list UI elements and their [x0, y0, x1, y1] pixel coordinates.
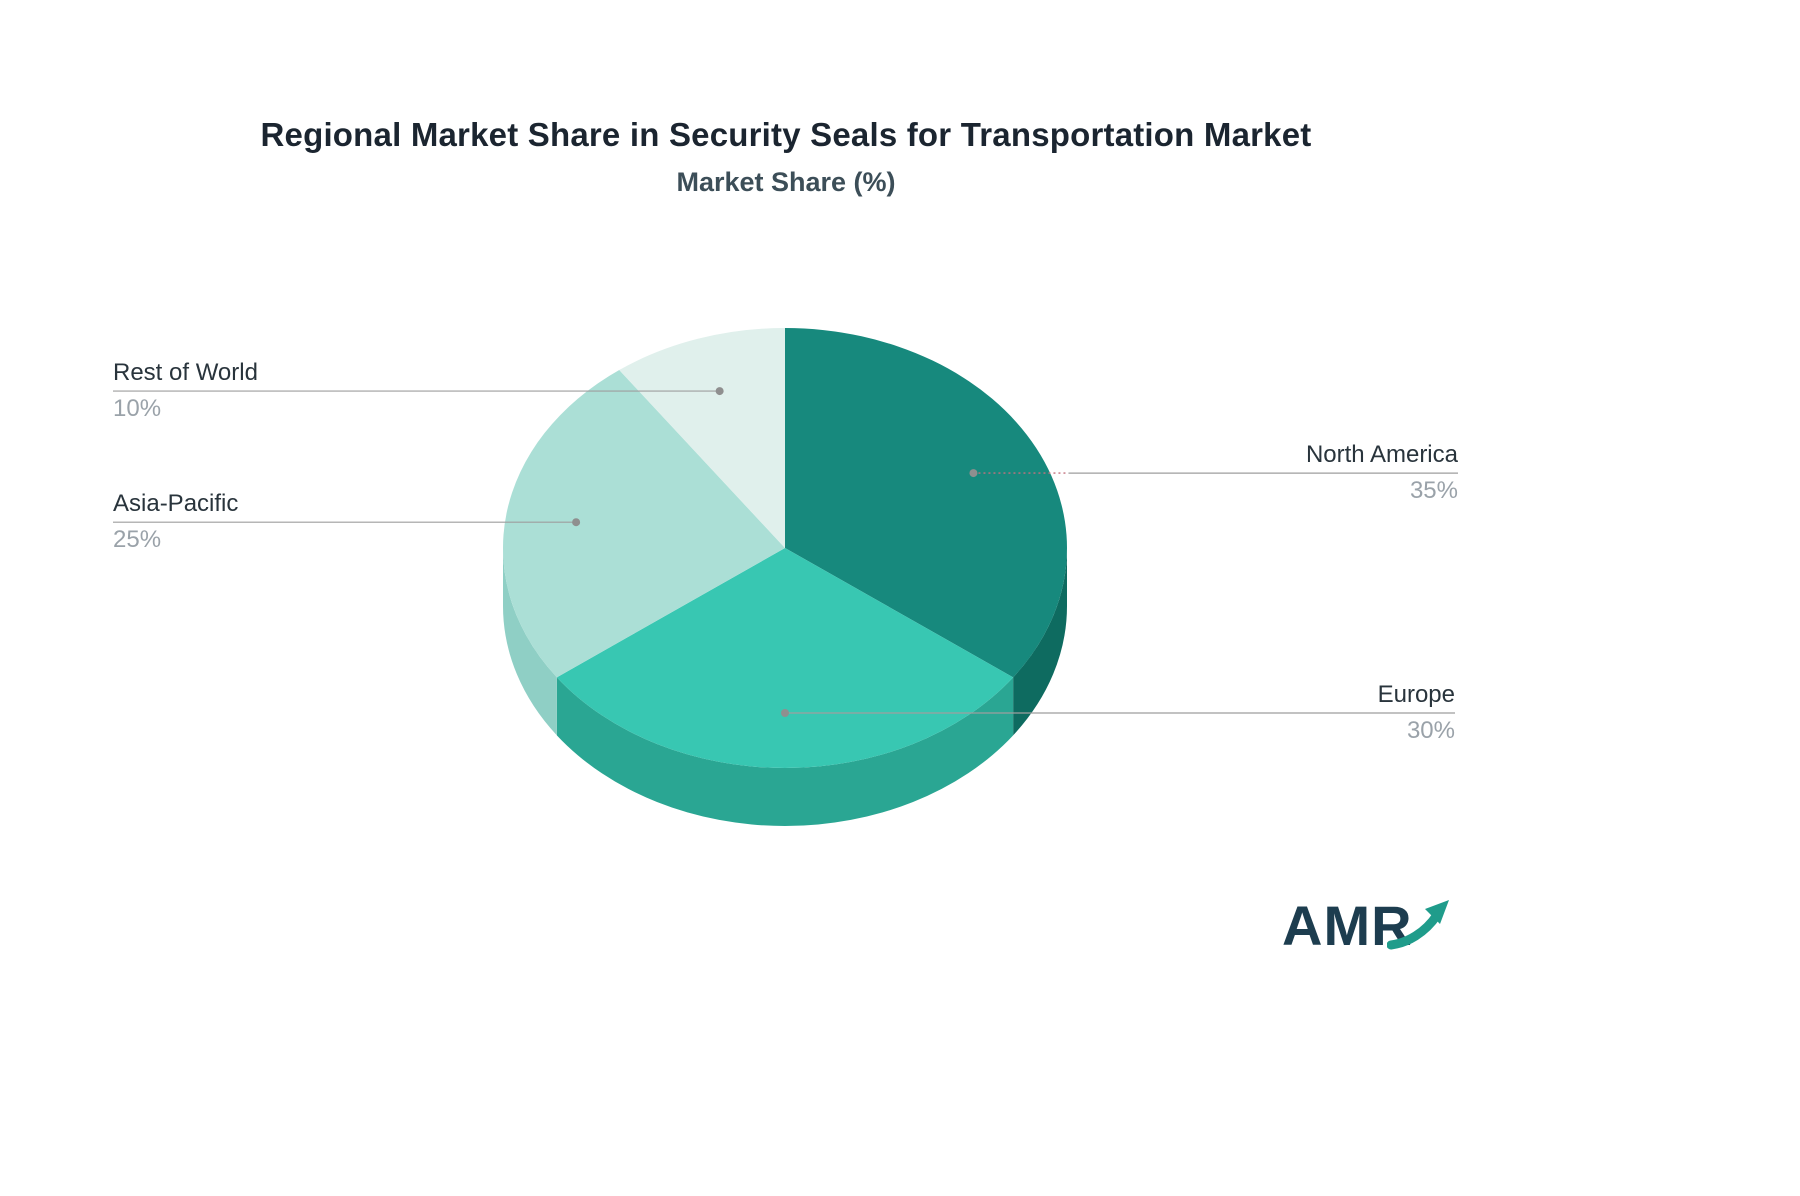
- leader-dot-north-america: [969, 469, 978, 478]
- chart-title: Regional Market Share in Security Seals …: [260, 116, 1312, 153]
- callout-value-asia-pacific: 25%: [113, 526, 162, 553]
- callout-label-rest-of-world: Rest of World: [113, 359, 258, 386]
- leader-dot-asia-pacific: [572, 518, 581, 527]
- pie-slice-asia-pacific[interactable]: [503, 370, 785, 678]
- amr-logo-arrow-icon: [1386, 900, 1449, 950]
- amr-logo: AMR: [1282, 898, 1449, 954]
- pie-slice-north-america[interactable]: [785, 328, 1067, 678]
- callout-europe: Europe 30%: [1378, 681, 1455, 745]
- callout-value-north-america: 35%: [1409, 477, 1458, 504]
- leader-dot-europe: [781, 709, 789, 717]
- callout-label-europe: Europe: [1377, 681, 1455, 708]
- callout-north-america: North America 35%: [1306, 441, 1458, 505]
- chart-subtitle: Market Share (%): [676, 167, 896, 197]
- pie-slice-rest-of-world[interactable]: [619, 328, 785, 548]
- callout-value-europe: 30%: [1406, 717, 1455, 744]
- callout-asia-pacific: Asia-Pacific 25%: [113, 490, 238, 554]
- pie-slice-side-asia-pacific: [503, 548, 557, 736]
- pie-slice-side-europe: [556, 677, 1014, 827]
- callout-rest-of-world: Rest of World 10%: [113, 359, 258, 423]
- leader-dot-rest-of-world: [715, 387, 724, 396]
- callout-label-north-america: North America: [1305, 441, 1458, 468]
- callout-value-rest-of-world: 10%: [113, 395, 162, 422]
- pie-slice-side-north-america: [1013, 548, 1067, 736]
- callout-label-asia-pacific: Asia-Pacific: [113, 490, 239, 517]
